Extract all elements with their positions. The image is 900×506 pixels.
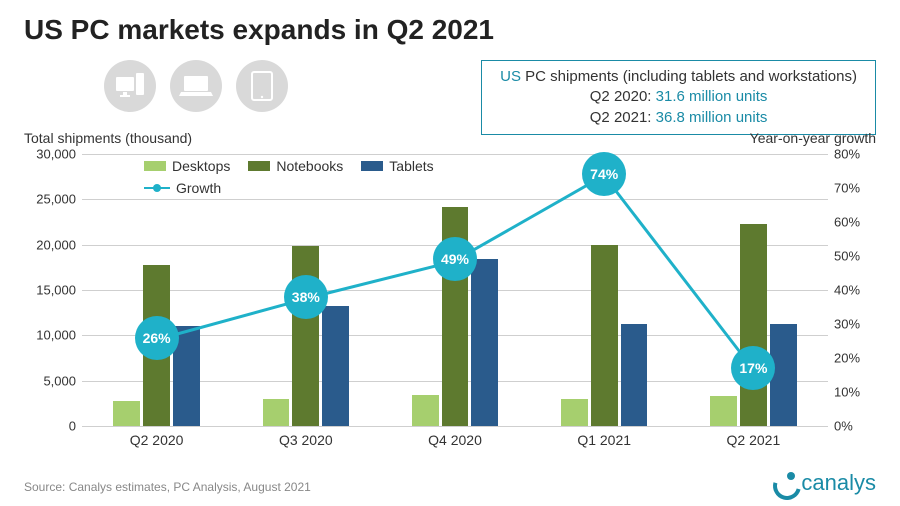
gridline [82,199,828,200]
growth-line [305,259,455,299]
y-right-tick: 50% [828,249,860,264]
logo-text: canalys [801,470,876,496]
x-tick: Q2 2020 [130,426,184,448]
growth-point: 49% [433,237,477,281]
page-title: US PC markets expands in Q2 2021 [24,14,494,46]
y-left-tick: 30,000 [36,147,82,162]
desktop-icon [104,60,156,112]
bar-tablets [621,324,648,426]
device-icons [104,60,288,112]
x-tick: Q1 2021 [577,426,631,448]
y-left-tick: 10,000 [36,328,82,343]
bar-desktops [263,399,290,426]
y-right-tick: 60% [828,215,860,230]
bar-notebooks [292,246,319,426]
growth-point: 26% [135,316,179,360]
y-left-tick: 15,000 [36,283,82,298]
bar-desktops [710,396,737,426]
gridline [82,154,828,155]
y-left-tick: 25,000 [36,192,82,207]
y-right-tick: 70% [828,181,860,196]
tablet-icon [236,60,288,112]
legend-item-desktops: Desktops [144,158,230,174]
x-tick: Q2 2021 [727,426,781,448]
chart: Total shipments (thousand) Year-on-year … [24,130,876,458]
legend-swatch [144,161,166,171]
summary-line-3: Q2 2021: 36.8 million units [500,108,857,128]
laptop-icon [170,60,222,112]
source-footer: Source: Canalys estimates, PC Analysis, … [24,480,311,494]
y-left-axis-label: Total shipments (thousand) [24,130,192,146]
legend-item-tablets: Tablets [361,158,433,174]
growth-point: 74% [582,152,626,196]
bar-tablets [322,306,349,426]
y-left-tick: 5,000 [43,373,82,388]
bar-notebooks [591,245,618,426]
legend-item-growth: Growth [144,180,221,196]
x-tick: Q4 2020 [428,426,482,448]
y-right-tick: 40% [828,283,860,298]
y-right-axis-label: Year-on-year growth [750,130,876,146]
y-right-tick: 0% [828,419,853,434]
summary-line-2: Q2 2020: 31.6 million units [500,87,857,107]
bar-notebooks [740,224,767,426]
bar-tablets [471,259,498,426]
y-right-tick: 10% [828,385,860,400]
bar-desktops [561,399,588,426]
legend-item-notebooks: Notebooks [248,158,343,174]
growth-line [156,297,306,341]
canalys-logo: canalys [773,470,876,496]
x-tick: Q3 2020 [279,426,333,448]
summary-box: US PC shipments (including tablets and w… [481,60,876,135]
growth-point: 17% [731,346,775,390]
summary-line-1: US PC shipments (including tablets and w… [500,67,857,87]
y-right-tick: 80% [828,147,860,162]
logo-mark-icon [773,472,795,494]
summary-accent: US [500,68,521,85]
growth-point: 38% [284,275,328,319]
legend-swatch [361,161,383,171]
growth-line [454,175,605,263]
y-right-tick: 30% [828,317,860,332]
legend-line-icon [144,187,170,189]
legend: Desktops Notebooks Tablets Growth [144,158,464,196]
y-right-tick: 20% [828,351,860,366]
y-left-tick: 20,000 [36,237,82,252]
y-left-tick: 0 [69,419,82,434]
legend-swatch [248,161,270,171]
bar-desktops [412,395,439,426]
bar-desktops [113,401,140,426]
